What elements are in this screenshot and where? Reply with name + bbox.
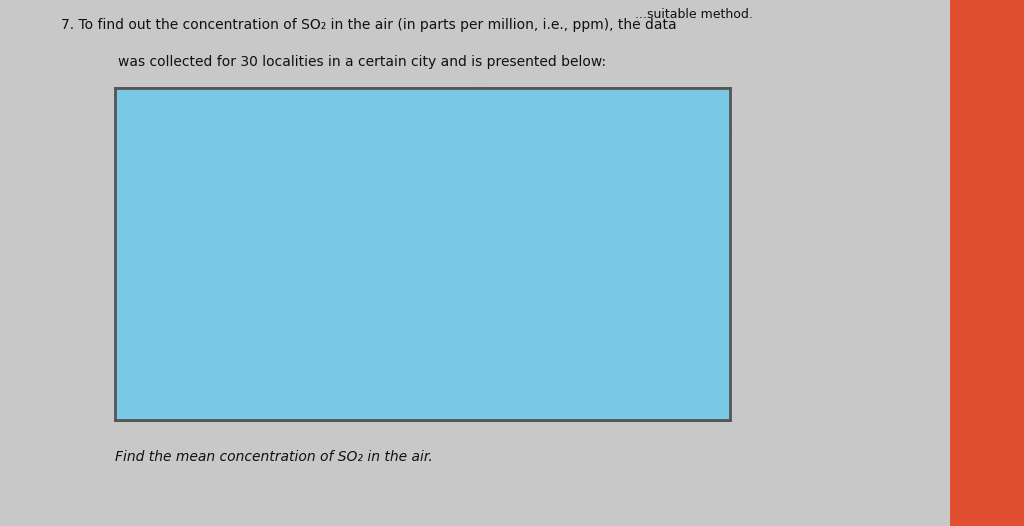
Text: 0.00 - 0.04: 0.00 - 0.04 (260, 152, 335, 166)
Text: Concentration of SO₂ (in ppm): Concentration of SO₂ (in ppm) (180, 105, 416, 119)
Text: ...suitable method.: ...suitable method. (635, 8, 753, 21)
Text: was collected for 30 localities in a certain city and is presented below:: was collected for 30 localities in a cer… (118, 55, 606, 69)
Text: 2: 2 (601, 295, 609, 308)
Text: Frequency: Frequency (564, 105, 646, 119)
Text: 4: 4 (601, 342, 609, 356)
Text: 0.12 - 0.16: 0.12 - 0.16 (260, 295, 335, 308)
Text: 2: 2 (601, 389, 609, 403)
Text: 0.04 - 0.08: 0.04 - 0.08 (260, 199, 335, 214)
Text: 9: 9 (600, 247, 609, 261)
Text: 0.08 - 0.12: 0.08 - 0.12 (260, 247, 335, 261)
Text: 9: 9 (600, 199, 609, 214)
Text: 7. To find out the concentration of SO₂ in the air (in parts per million, i.e., : 7. To find out the concentration of SO₂ … (61, 18, 677, 33)
Text: 0.20 - 0.24: 0.20 - 0.24 (260, 389, 335, 403)
Text: 0.16 - 0.20: 0.16 - 0.20 (260, 342, 335, 356)
Text: Find the mean concentration of SO₂ in the air.: Find the mean concentration of SO₂ in th… (115, 450, 433, 464)
Text: 4: 4 (601, 152, 609, 166)
